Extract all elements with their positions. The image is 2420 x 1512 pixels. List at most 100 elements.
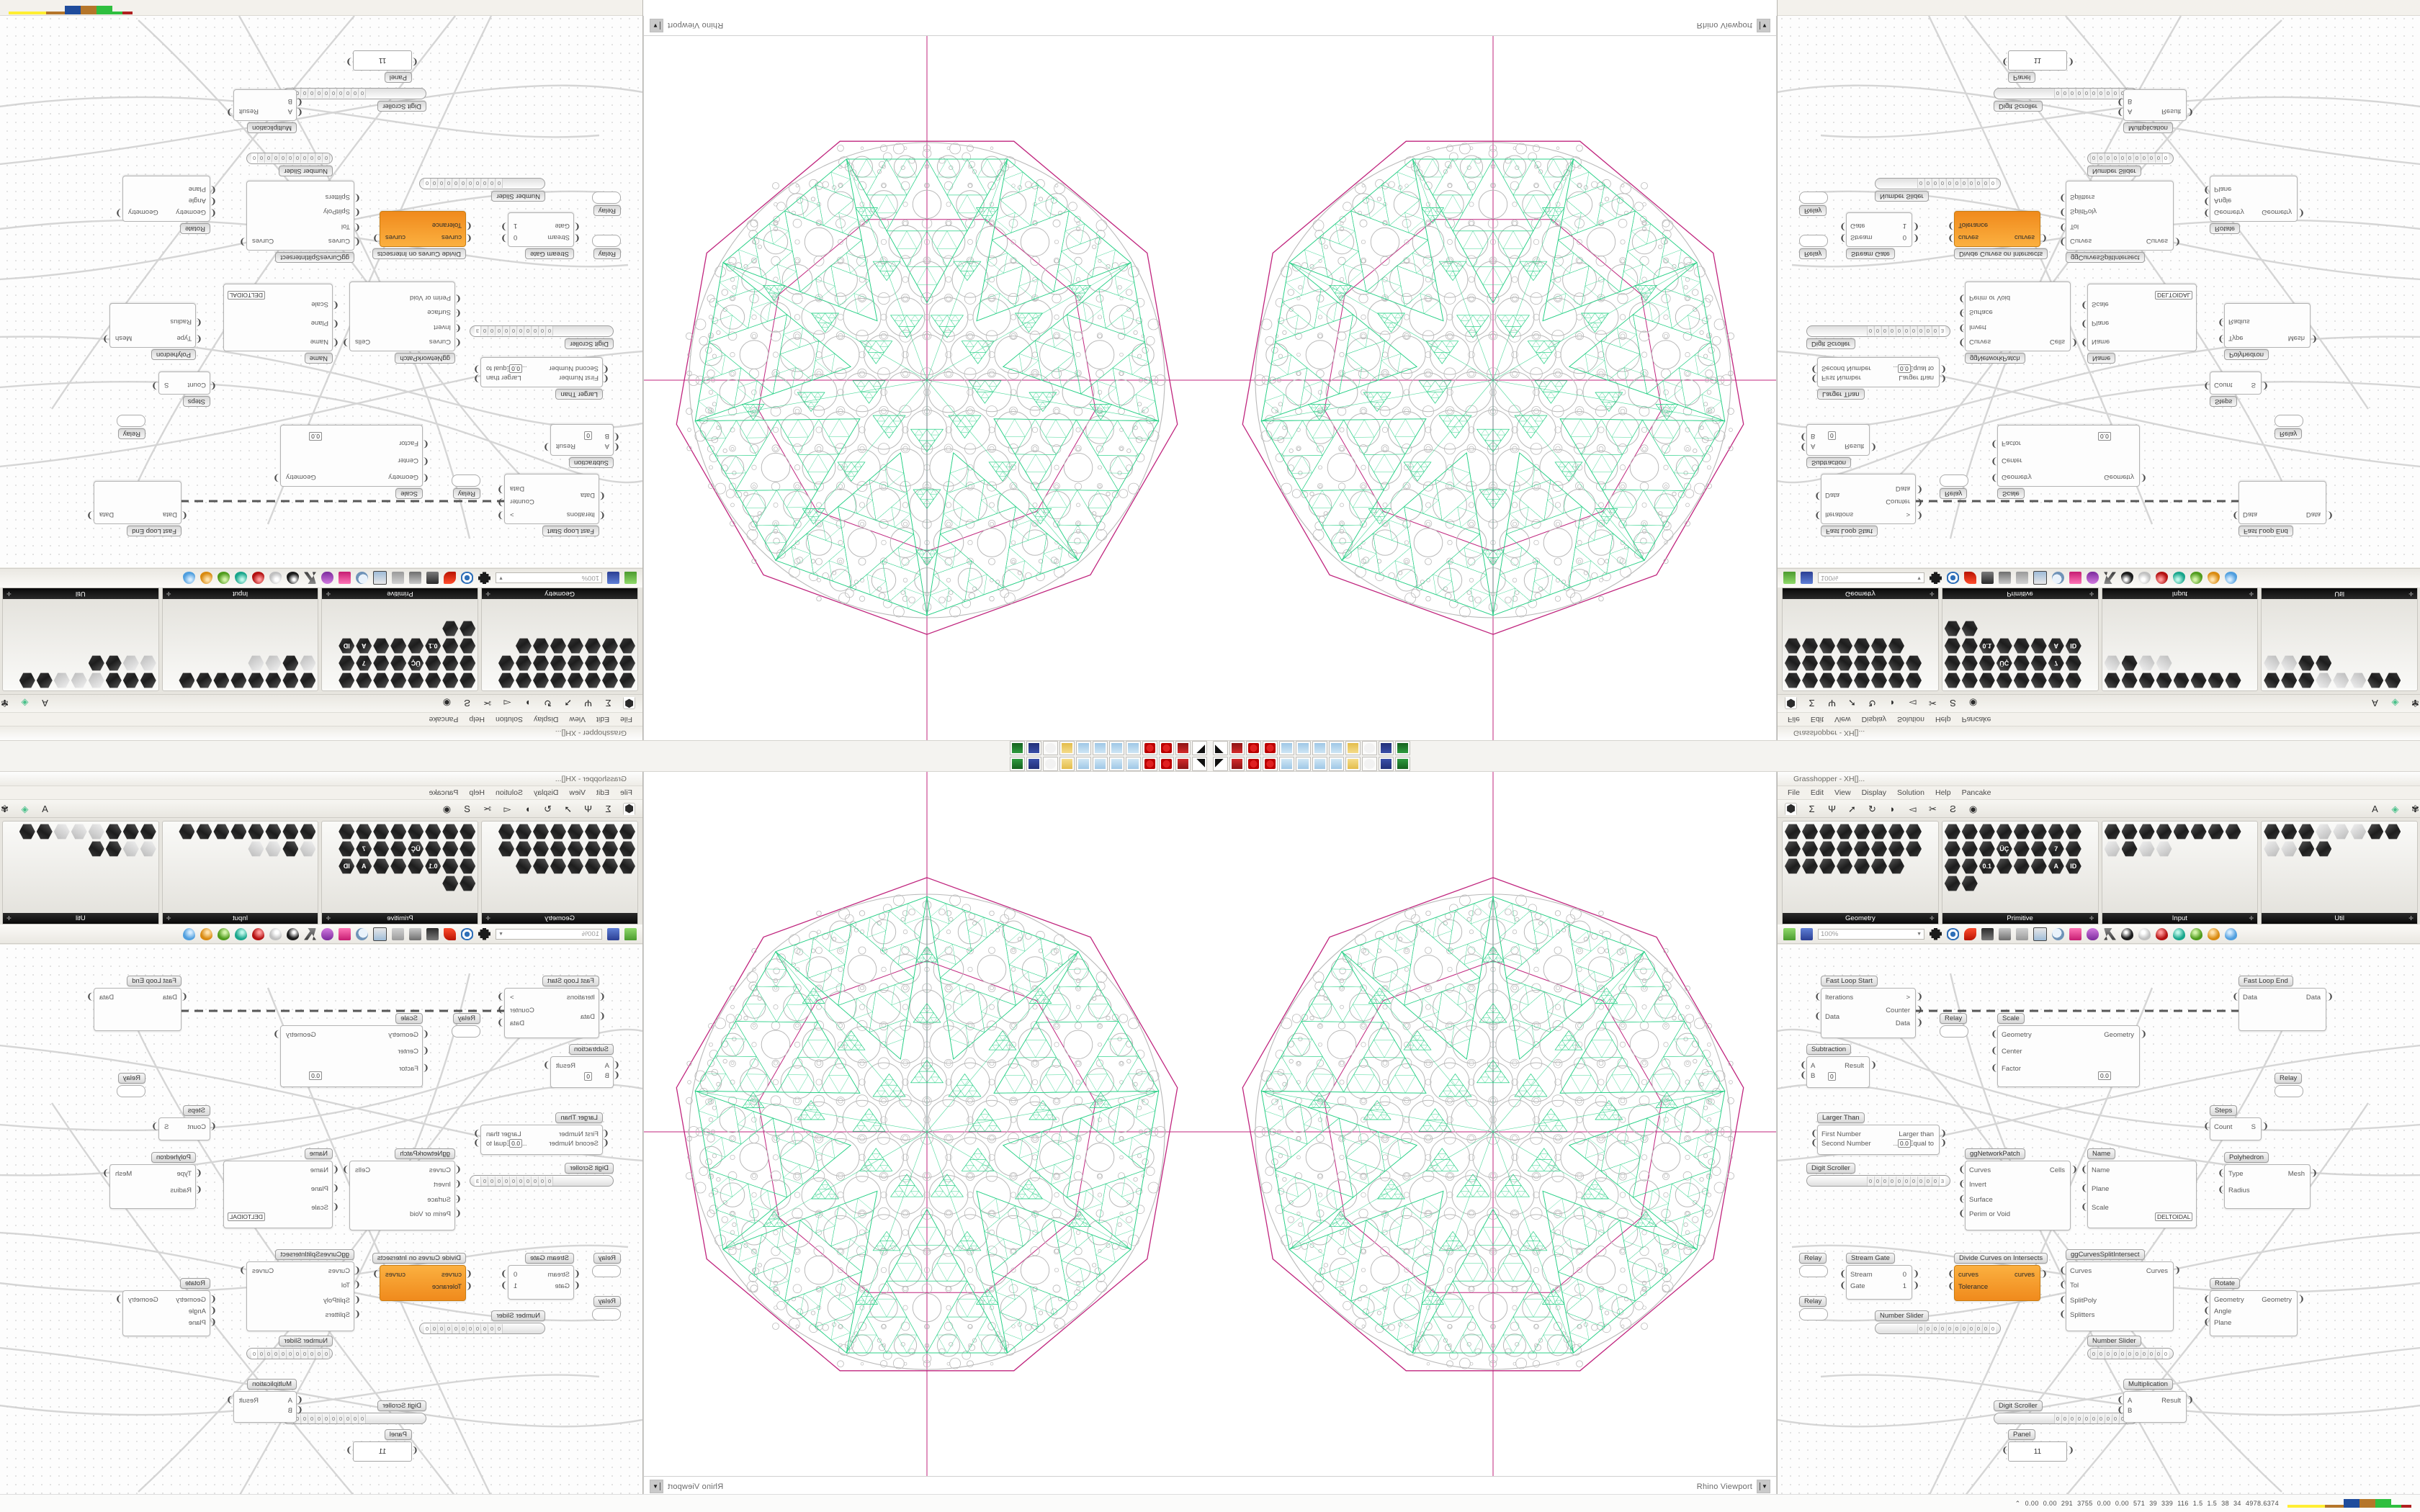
- a-letter-icon[interactable]: A: [356, 858, 372, 874]
- larger-than-component-output-pin[interactable]: ❩: [473, 374, 480, 383]
- divide-curves-component-input-pin[interactable]: ❨: [465, 234, 472, 243]
- ribbon-tab-params[interactable]: ⬢: [623, 698, 635, 710]
- mirror-icon[interactable]: [1906, 824, 1922, 840]
- fast-loop-start-output-pin[interactable]: ❩: [1916, 992, 1923, 1001]
- grasshopper-pane[interactable]: Grasshopper - XH[]... File Edit View Dis…: [1777, 0, 2420, 740]
- menu-file[interactable]: File: [1788, 788, 1800, 797]
- relay-1[interactable]: [1940, 1025, 1968, 1038]
- menu-pancake[interactable]: Pancake: [429, 788, 459, 797]
- subtraction-component-input-pin[interactable]: ❨: [613, 1071, 620, 1079]
- grey-drop-icon[interactable]: [2138, 572, 2151, 585]
- gg-curves-split-input-pin[interactable]: ❨: [354, 1295, 361, 1304]
- ribbon-tab-surface[interactable]: ◗: [522, 698, 533, 709]
- arc-icon[interactable]: [1888, 841, 1904, 857]
- orange-drop-icon[interactable]: [2208, 928, 2220, 940]
- scale-component-field-z[interactable]: 0.0: [2098, 1071, 2111, 1080]
- number-slider-2-caption[interactable]: Number Slider: [2087, 1336, 2141, 1346]
- spiral-icon[interactable]: [568, 672, 583, 688]
- rotate-icon[interactable]: [568, 638, 583, 654]
- scale-component-input-pin[interactable]: ❨: [1991, 1030, 1998, 1038]
- digit-scroller-1[interactable]: 00000000003: [1806, 325, 1950, 337]
- snow-icon[interactable]: [1871, 858, 1887, 874]
- larger-than-component-input-pin[interactable]: ❨: [602, 374, 609, 383]
- grasshopper-toolbar[interactable]: 100% ▼: [0, 924, 642, 944]
- relay-3-caption[interactable]: Relay: [593, 1296, 621, 1307]
- menu-help[interactable]: Help: [1935, 788, 1951, 797]
- panel-pin-icon[interactable]: ✛: [485, 915, 490, 922]
- ribbon-tab-maths[interactable]: Σ: [1806, 804, 1817, 814]
- uc-icon[interactable]: ÜÇ: [408, 841, 424, 857]
- panel-group-input[interactable]: Input ✛: [2102, 588, 2259, 691]
- matrix-icon[interactable]: [425, 672, 441, 688]
- polyline-component-caption[interactable]: Polyhedron: [2224, 1152, 2269, 1163]
- digit-cells[interactable]: 00000000000: [424, 1324, 503, 1333]
- rotate-component-input-pin[interactable]: ❨: [2203, 209, 2210, 217]
- scatter-icon[interactable]: [498, 841, 514, 857]
- open-folder-icon[interactable]: [1345, 742, 1361, 756]
- panel-pin-icon[interactable]: ✛: [166, 590, 171, 597]
- bake-icon[interactable]: [444, 572, 456, 585]
- larger-than-component[interactable]: [1817, 357, 1940, 387]
- teal-drop-icon[interactable]: [235, 572, 247, 585]
- render-preview-icon[interactable]: [1263, 742, 1278, 756]
- menu-solution[interactable]: Solution: [496, 788, 523, 797]
- red-drop-icon[interactable]: [2156, 928, 2168, 940]
- starburst-icon[interactable]: [442, 672, 458, 688]
- steps-component-caption[interactable]: Steps: [2210, 1105, 2237, 1116]
- window-icon[interactable]: [283, 824, 299, 840]
- scatter-icon[interactable]: [1906, 841, 1922, 857]
- panel-group-primitive[interactable]: ÜÇ 7 0.1 A ID Primitive ✛: [322, 821, 479, 924]
- gg-curves-split-input-pin[interactable]: ❨: [2059, 1295, 2066, 1304]
- viewport-tab-label[interactable]: Rhino Viewport: [668, 22, 723, 30]
- stream-gate-component-output-pin[interactable]: ❩: [1912, 1269, 1919, 1278]
- relay-4-caption[interactable]: Relay: [118, 1073, 145, 1084]
- grey-drop-icon[interactable]: [269, 572, 282, 585]
- divide-curves-component-input-pin[interactable]: ❨: [1948, 1269, 1955, 1278]
- subtraction-component-input-pin[interactable]: ❨: [1800, 433, 1807, 441]
- panel-grid-primitive[interactable]: ÜÇ 7 0.1 A ID: [1942, 599, 2098, 690]
- number-slider-1-caption[interactable]: Number Slider: [1875, 191, 1929, 202]
- flame-icon[interactable]: [214, 672, 230, 688]
- scale-component-input-pin[interactable]: ❨: [1991, 474, 1998, 482]
- relay-1[interactable]: [452, 1025, 480, 1038]
- larger-than-component-output-pin[interactable]: ❩: [1940, 1129, 1947, 1138]
- panel-component-caption[interactable]: Panel: [385, 1429, 412, 1440]
- digit-cells[interactable]: 00000000003: [475, 327, 553, 336]
- viewport-tab-label[interactable]: Rhino Viewport: [1697, 22, 1752, 30]
- scale-component-output-pin[interactable]: ❩: [2140, 1030, 2147, 1038]
- digit-cells[interactable]: 00000000000: [1917, 179, 1996, 189]
- chevron-icon[interactable]: [19, 672, 35, 688]
- cc-icon[interactable]: [231, 824, 247, 840]
- save-as-icon[interactable]: [1076, 757, 1091, 771]
- ellipse-icon[interactable]: [1945, 672, 1960, 688]
- orange-icon[interactable]: [123, 824, 139, 840]
- larger-than-component-caption[interactable]: Larger Than: [555, 389, 603, 400]
- point-icon[interactable]: [1819, 672, 1835, 688]
- digit-scroller-1-caption[interactable]: Digit Scroller: [565, 338, 614, 349]
- divide-curves-component-caption[interactable]: Divide Curves on Intersects: [1954, 248, 2048, 259]
- gg-curves-split-input-pin[interactable]: ❨: [354, 1310, 361, 1318]
- arc-icon[interactable]: [516, 841, 532, 857]
- polyline-component-input-pin[interactable]: ❨: [195, 335, 202, 343]
- polyline-component-caption[interactable]: Polyhedron: [151, 349, 196, 360]
- gha-icon[interactable]: [2016, 572, 2028, 585]
- gg-network-patch-input-pin[interactable]: ❨: [1958, 310, 1966, 318]
- rhino-toolbar[interactable]: [0, 740, 1210, 756]
- rotate-component-input-pin[interactable]: ❨: [210, 186, 217, 194]
- panel-input-pin[interactable]: ❨: [2002, 1446, 2009, 1454]
- ribbon-tab-addon-leaf[interactable]: ◈: [19, 698, 30, 709]
- circle-dark-icon[interactable]: [2226, 824, 2241, 840]
- panel-grid-util[interactable]: [2262, 822, 2417, 913]
- save-small-icon[interactable]: [1379, 742, 1394, 756]
- vector-icon[interactable]: [1785, 841, 1801, 857]
- larger-than-component-input-pin[interactable]: ❨: [602, 1129, 609, 1138]
- swatch-icon[interactable]: [2298, 655, 2314, 671]
- dot-icon[interactable]: [123, 655, 139, 671]
- abc-icon[interactable]: [1819, 655, 1835, 671]
- stream-gate-component-caption[interactable]: Stream Gate: [1846, 248, 1895, 259]
- multiplication-component[interactable]: [233, 89, 297, 121]
- gg-network-patch-caption[interactable]: ggNetworkPatch: [1965, 353, 2025, 364]
- digit-cells[interactable]: 00000000001: [287, 1414, 366, 1423]
- rotate-component-input-pin[interactable]: ❨: [2203, 1295, 2210, 1303]
- ribbon-tab-display[interactable]: ◉: [1968, 698, 1978, 709]
